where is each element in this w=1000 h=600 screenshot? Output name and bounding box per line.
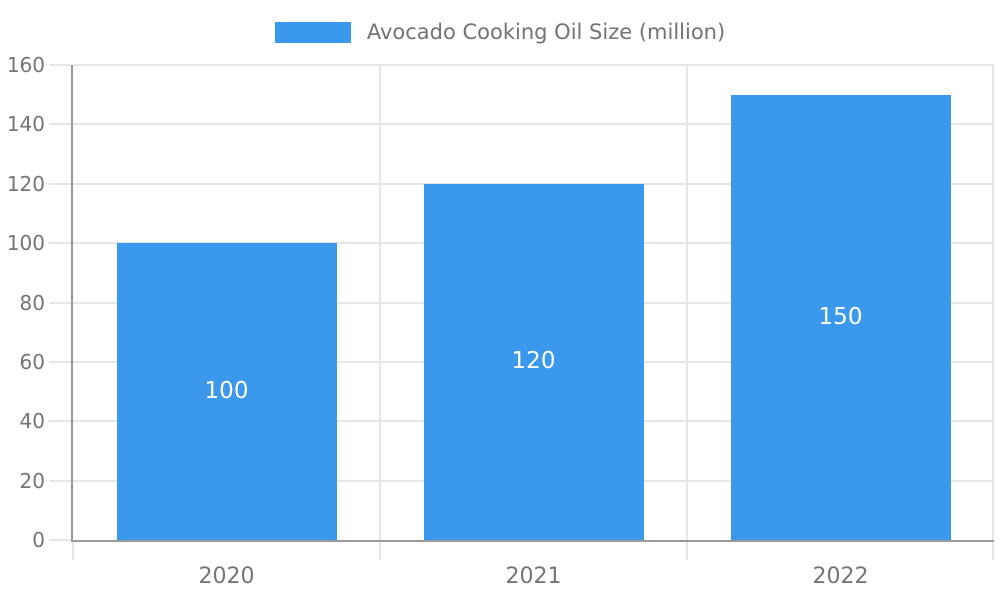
x-gridline [379,65,381,540]
x-tick [686,542,688,560]
y-tick [49,182,71,185]
x-tick [379,542,381,560]
x-axis-line [71,540,994,542]
y-tick [49,242,71,245]
y-tick [49,360,71,363]
y-tick-label: 160 [6,53,45,77]
y-tick [49,301,71,304]
x-axis-label: 2021 [505,564,562,589]
bar-2021[interactable]: 120 [423,183,644,540]
x-axis-label: 2020 [198,564,255,589]
plot-area: 0 20 40 60 80 100 120 140 160 2020 2021 2022 100 120 1… [7,53,994,589]
y-tick-label: 0 [32,528,45,552]
legend-label: Avocado Cooking Oil Size (million) [366,20,726,44]
bar-value-label: 100 [204,378,249,405]
y-gridline [73,64,994,66]
x-axis-label: 2022 [812,564,869,589]
y-tick-label: 120 [6,171,45,196]
y-gridline [73,123,994,126]
y-tick-label: 80 [19,290,45,315]
x-tick [72,542,74,560]
y-tick [49,539,71,541]
y-tick-label: 140 [6,112,45,137]
bar-2020[interactable]: 100 [116,243,337,540]
y-tick-label: 40 [19,409,45,434]
y-tick [49,123,71,126]
y-tick-label: 60 [19,349,45,374]
x-gridline [686,65,688,540]
y-tick-label: 100 [6,231,45,256]
y-tick-label: 20 [19,468,45,493]
y-axis-line [71,65,73,542]
y-tick [49,479,71,482]
y-tick [49,64,71,66]
bar-value-label: 120 [511,348,556,375]
y-tick [49,420,71,423]
legend-swatch-icon [274,22,351,43]
bar-value-label: 150 [818,303,863,330]
bar-2022[interactable]: 150 [730,94,951,540]
x-tick [992,542,994,560]
chart-legend[interactable]: Avocado Cooking Oil Size (million) [0,22,1000,43]
x-gridline [992,65,994,540]
